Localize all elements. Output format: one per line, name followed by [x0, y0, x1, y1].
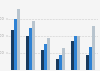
Bar [26, 36, 29, 70]
Bar [86, 55, 89, 70]
Bar [71, 41, 74, 70]
Bar [41, 50, 44, 70]
Bar [77, 36, 80, 70]
Bar [32, 22, 35, 70]
Bar [74, 36, 77, 70]
Bar [14, 19, 17, 70]
Bar [17, 9, 20, 70]
Bar [89, 47, 92, 70]
Bar [56, 59, 59, 70]
Bar [62, 48, 66, 70]
Bar [44, 44, 47, 70]
Bar [92, 26, 95, 70]
Bar [29, 28, 32, 70]
Bar [11, 30, 14, 70]
Bar [59, 55, 62, 70]
Bar [47, 38, 50, 70]
